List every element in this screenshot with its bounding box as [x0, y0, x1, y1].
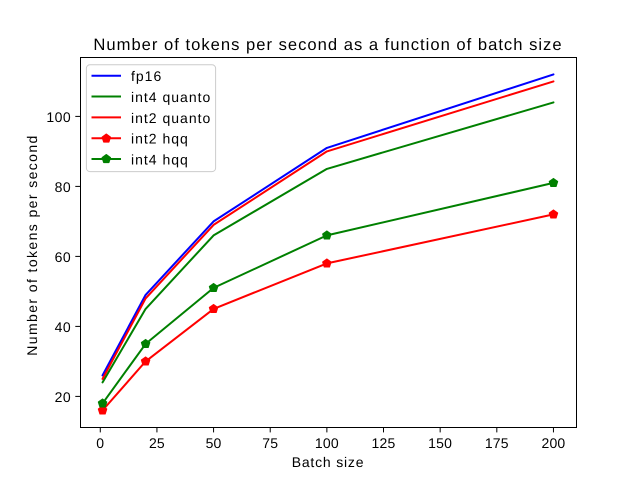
svg-text:60: 60 — [55, 249, 72, 265]
svg-text:Batch size: Batch size — [292, 454, 365, 470]
svg-text:int4 hqq: int4 hqq — [131, 151, 189, 167]
svg-text:175: 175 — [485, 435, 509, 451]
svg-text:40: 40 — [55, 319, 72, 335]
svg-text:Number of tokens per second: Number of tokens per second — [24, 134, 40, 355]
svg-text:20: 20 — [55, 389, 72, 405]
svg-text:int4 quanto: int4 quanto — [131, 89, 211, 105]
svg-text:150: 150 — [428, 435, 452, 451]
svg-text:75: 75 — [262, 435, 278, 451]
svg-text:Number of tokens per second as: Number of tokens per second as a functio… — [93, 35, 562, 54]
svg-text:int2 hqq: int2 hqq — [131, 131, 189, 147]
svg-text:100: 100 — [315, 435, 339, 451]
svg-text:25: 25 — [149, 435, 165, 451]
svg-text:int2 quanto: int2 quanto — [131, 110, 211, 126]
svg-text:50: 50 — [206, 435, 222, 451]
svg-text:100: 100 — [46, 109, 71, 125]
svg-text:fp16: fp16 — [131, 68, 162, 84]
svg-text:0: 0 — [96, 435, 104, 451]
svg-text:80: 80 — [55, 179, 72, 195]
svg-text:200: 200 — [541, 435, 565, 451]
svg-text:125: 125 — [372, 435, 396, 451]
